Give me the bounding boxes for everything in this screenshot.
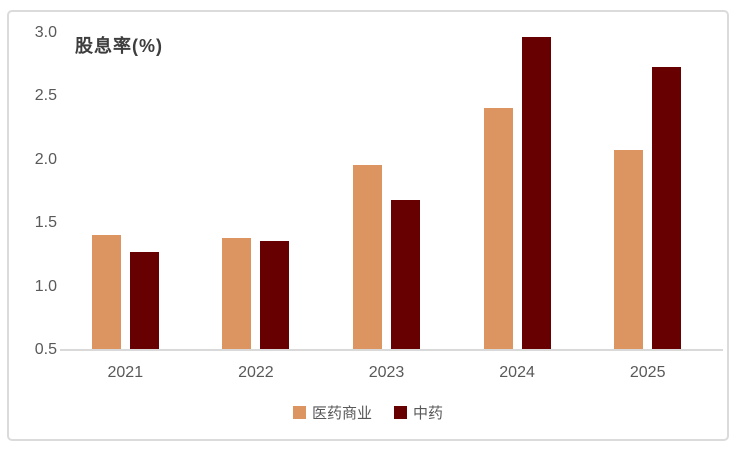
bar-series2-2025 [652,67,682,350]
bar-group-2025 [582,33,713,350]
bar-series1-2021 [91,234,121,350]
legend-item-2: 中药 [394,402,443,423]
bar-series1-2022 [222,238,252,350]
legend-label: 中药 [413,405,444,422]
legend: 医药商业 中药 [9,402,727,423]
y-tick-label: 0.5 [34,341,57,358]
legend-label: 医药商业 [311,405,372,422]
bar-series1-2024 [483,107,513,350]
bar-series2-2024 [521,36,551,350]
plot-area [60,33,713,350]
bar-group-2021 [60,33,191,350]
y-tick-label: 3.0 [34,24,57,41]
chart-title: 股息率(%) [75,36,163,56]
bar-series2-2023 [390,200,420,350]
x-axis: 2021 2022 2023 2024 2025 [60,364,713,382]
bar-group-2024 [452,33,583,350]
bars-row [60,33,713,350]
bar-group-2023 [321,33,452,350]
x-axis-baseline [60,349,723,351]
legend-item-1: 医药商业 [292,402,372,423]
bar-series2-2022 [260,240,290,350]
bar-series1-2023 [352,164,382,350]
y-tick-label: 1.5 [34,214,57,232]
bar-series1-2025 [614,149,644,350]
y-axis: 3.0 2.5 2.0 1.5 1.0 0.5 [19,24,57,358]
x-tick-label-2023: 2023 [368,364,405,381]
x-tick-label-2024: 2024 [499,364,535,381]
y-tick-label: 2.5 [34,87,57,105]
legend-swatch-icon [292,406,306,419]
chart-card: 股息率(%) 3.0 2.5 2.0 1.5 1.0 0.5 2021 2022 2023 20… [7,10,729,441]
x-tick-label-2021: 2021 [107,364,144,381]
y-tick-label: 2.0 [34,150,57,168]
x-tick-label-2022: 2022 [238,364,274,381]
y-tick-label: 1.0 [34,277,57,295]
bar-series2-2021 [129,252,159,350]
bar-group-2022 [191,33,322,350]
x-tick-label-2025: 2025 [629,364,666,381]
legend-swatch-icon [394,406,407,419]
